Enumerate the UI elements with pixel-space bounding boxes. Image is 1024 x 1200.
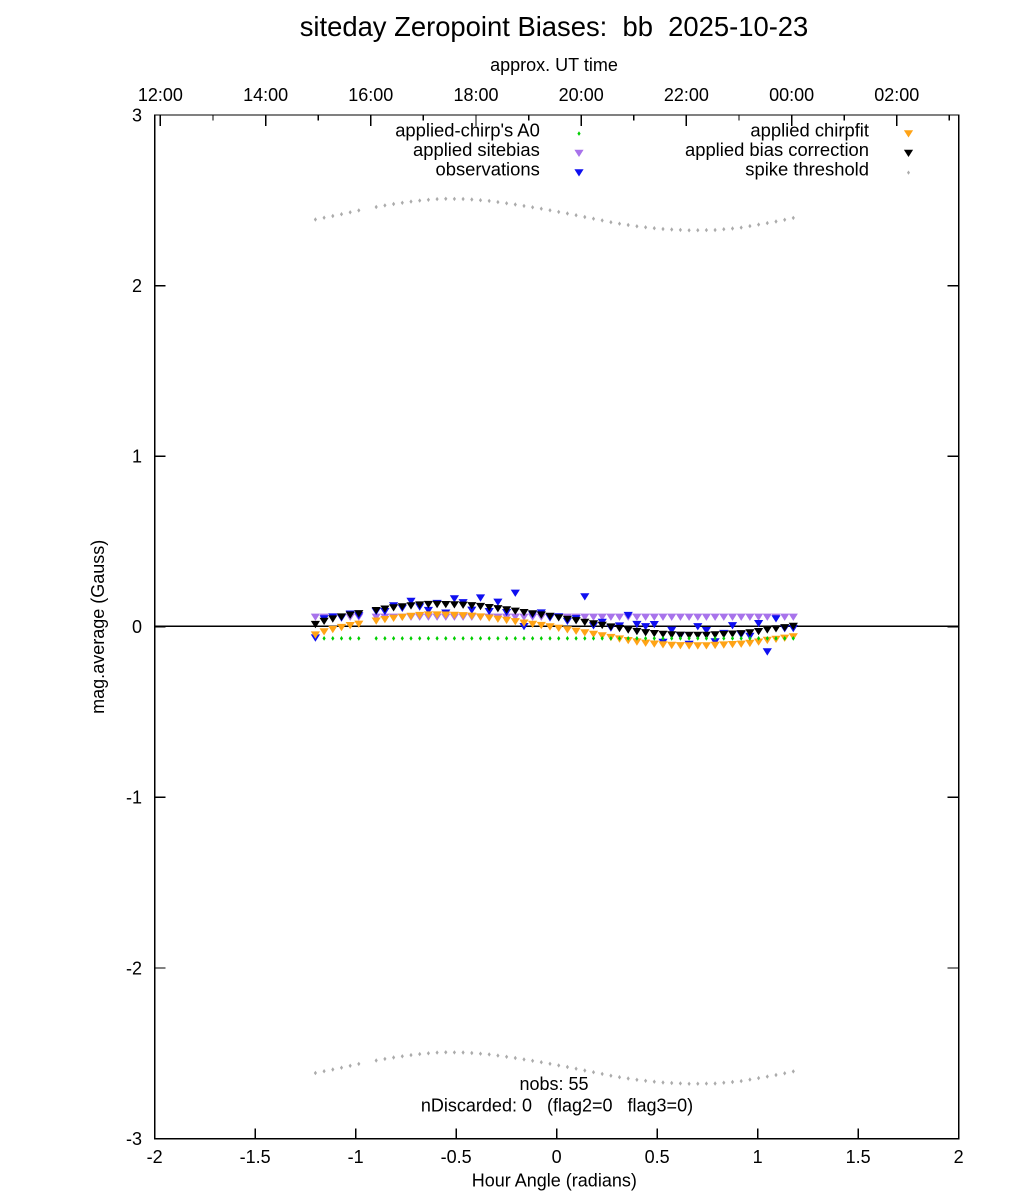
svg-text:2: 2 <box>132 276 142 296</box>
svg-text:14:00: 14:00 <box>243 85 288 105</box>
svg-text:siteday Zeropoint Biases: bb: siteday Zeropoint Biases: bb 2025-10-23 <box>300 11 809 42</box>
svg-text:applied sitebias: applied sitebias <box>413 139 540 160</box>
svg-text:mag.average (Gauss): mag.average (Gauss) <box>88 540 108 714</box>
svg-text:1: 1 <box>753 1147 763 1167</box>
svg-text:00:00: 00:00 <box>769 85 814 105</box>
svg-text:1.5: 1.5 <box>846 1147 871 1167</box>
svg-text:Hour Angle (radians): Hour Angle (radians) <box>472 1171 637 1191</box>
svg-text:02:00: 02:00 <box>874 85 919 105</box>
svg-text:applied chirpfit: applied chirpfit <box>750 119 869 140</box>
svg-text:16:00: 16:00 <box>348 85 393 105</box>
svg-text:-1.5: -1.5 <box>240 1147 271 1167</box>
svg-text:20:00: 20:00 <box>559 85 604 105</box>
svg-text:0: 0 <box>552 1147 562 1167</box>
svg-text:applied-chirp's A0: applied-chirp's A0 <box>395 119 540 140</box>
svg-text:0: 0 <box>132 617 142 637</box>
svg-text:spike threshold: spike threshold <box>745 158 869 179</box>
svg-text:-1: -1 <box>348 1147 364 1167</box>
svg-text:22:00: 22:00 <box>664 85 709 105</box>
svg-text:3: 3 <box>132 105 142 125</box>
svg-text:1: 1 <box>132 447 142 467</box>
svg-text:-2: -2 <box>126 958 142 978</box>
svg-text:nobs: 55: nobs: 55 <box>519 1074 588 1094</box>
svg-text:18:00: 18:00 <box>453 85 498 105</box>
svg-text:-0.5: -0.5 <box>441 1147 472 1167</box>
svg-text:approx. UT time: approx. UT time <box>490 55 618 75</box>
svg-text:-3: -3 <box>126 1129 142 1149</box>
svg-text:observations: observations <box>436 158 540 179</box>
svg-text:12:00: 12:00 <box>138 85 183 105</box>
svg-text:applied bias correction: applied bias correction <box>685 139 869 160</box>
svg-text:-1: -1 <box>126 788 142 808</box>
svg-text:0.5: 0.5 <box>645 1147 670 1167</box>
svg-text:2: 2 <box>954 1147 964 1167</box>
svg-text:nDiscarded: 0 (flag2=0 fla: nDiscarded: 0 (flag2=0 flag3=0) <box>421 1096 693 1116</box>
svg-text:-2: -2 <box>147 1147 163 1167</box>
